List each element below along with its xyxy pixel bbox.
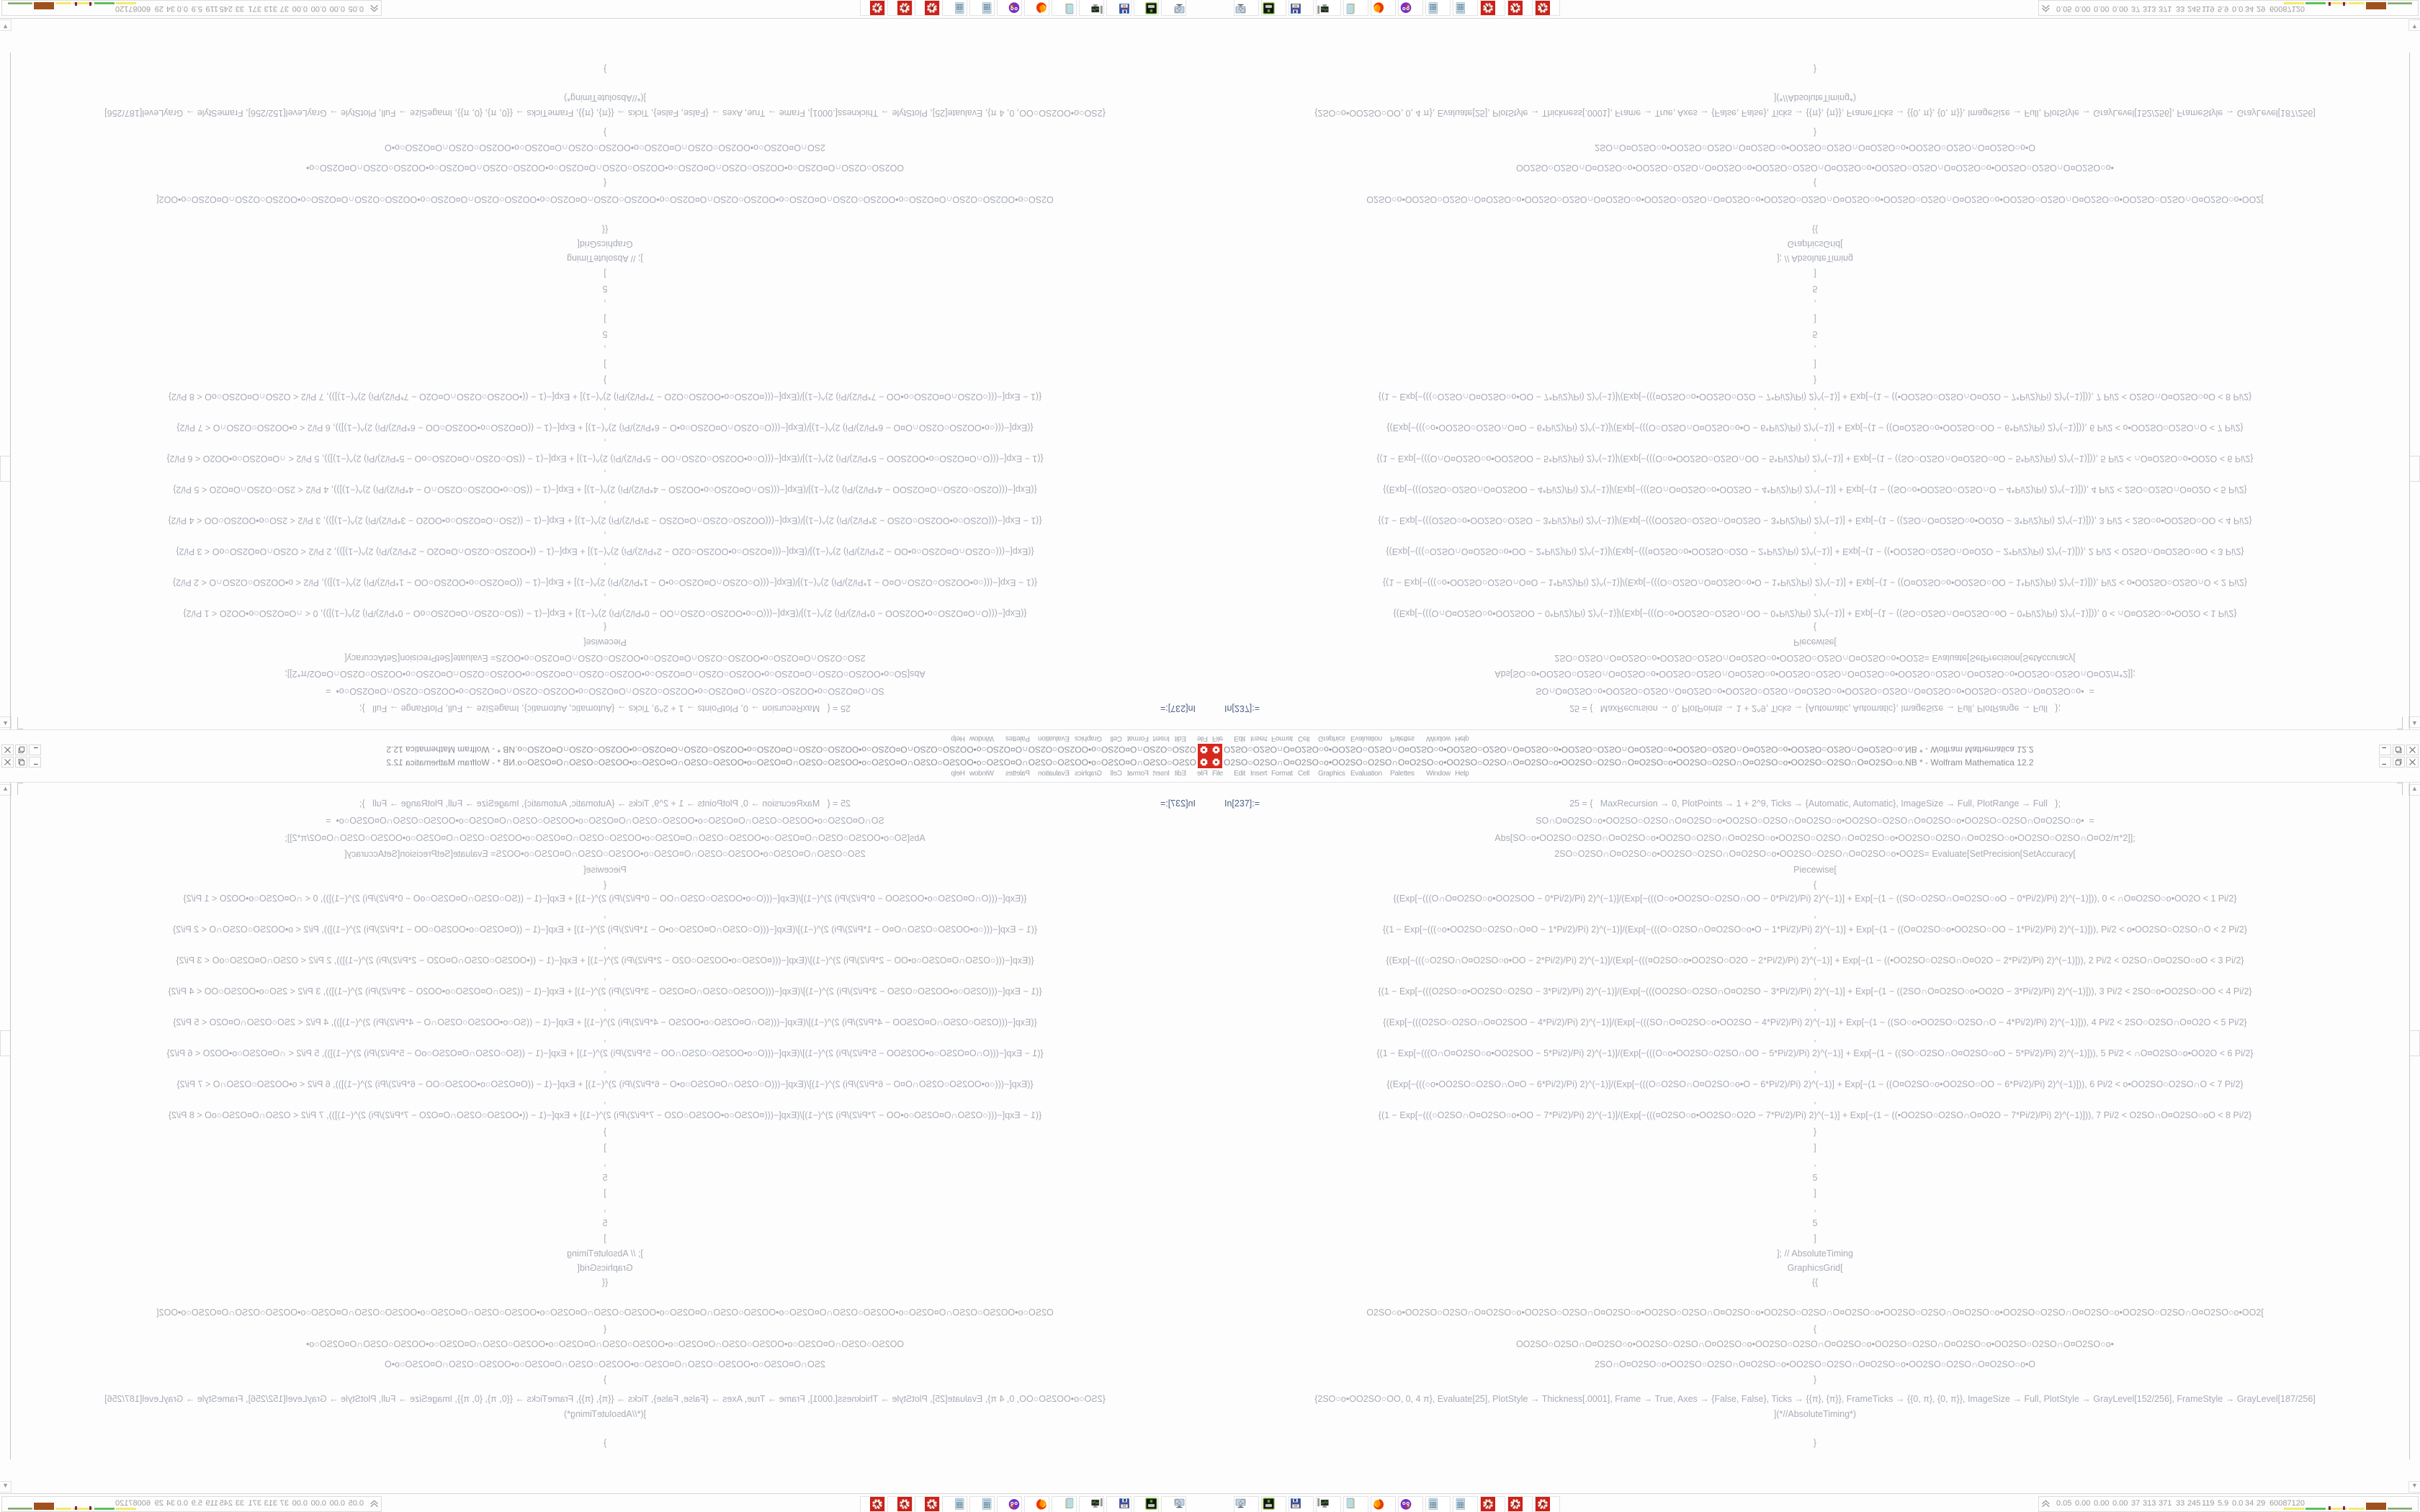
- svg-text:64: 64: [1294, 1504, 1298, 1508]
- svg-text:64: 64: [1122, 4, 1126, 8]
- svg-text:64: 64: [1294, 4, 1298, 8]
- svg-text:64: 64: [1122, 1504, 1126, 1508]
